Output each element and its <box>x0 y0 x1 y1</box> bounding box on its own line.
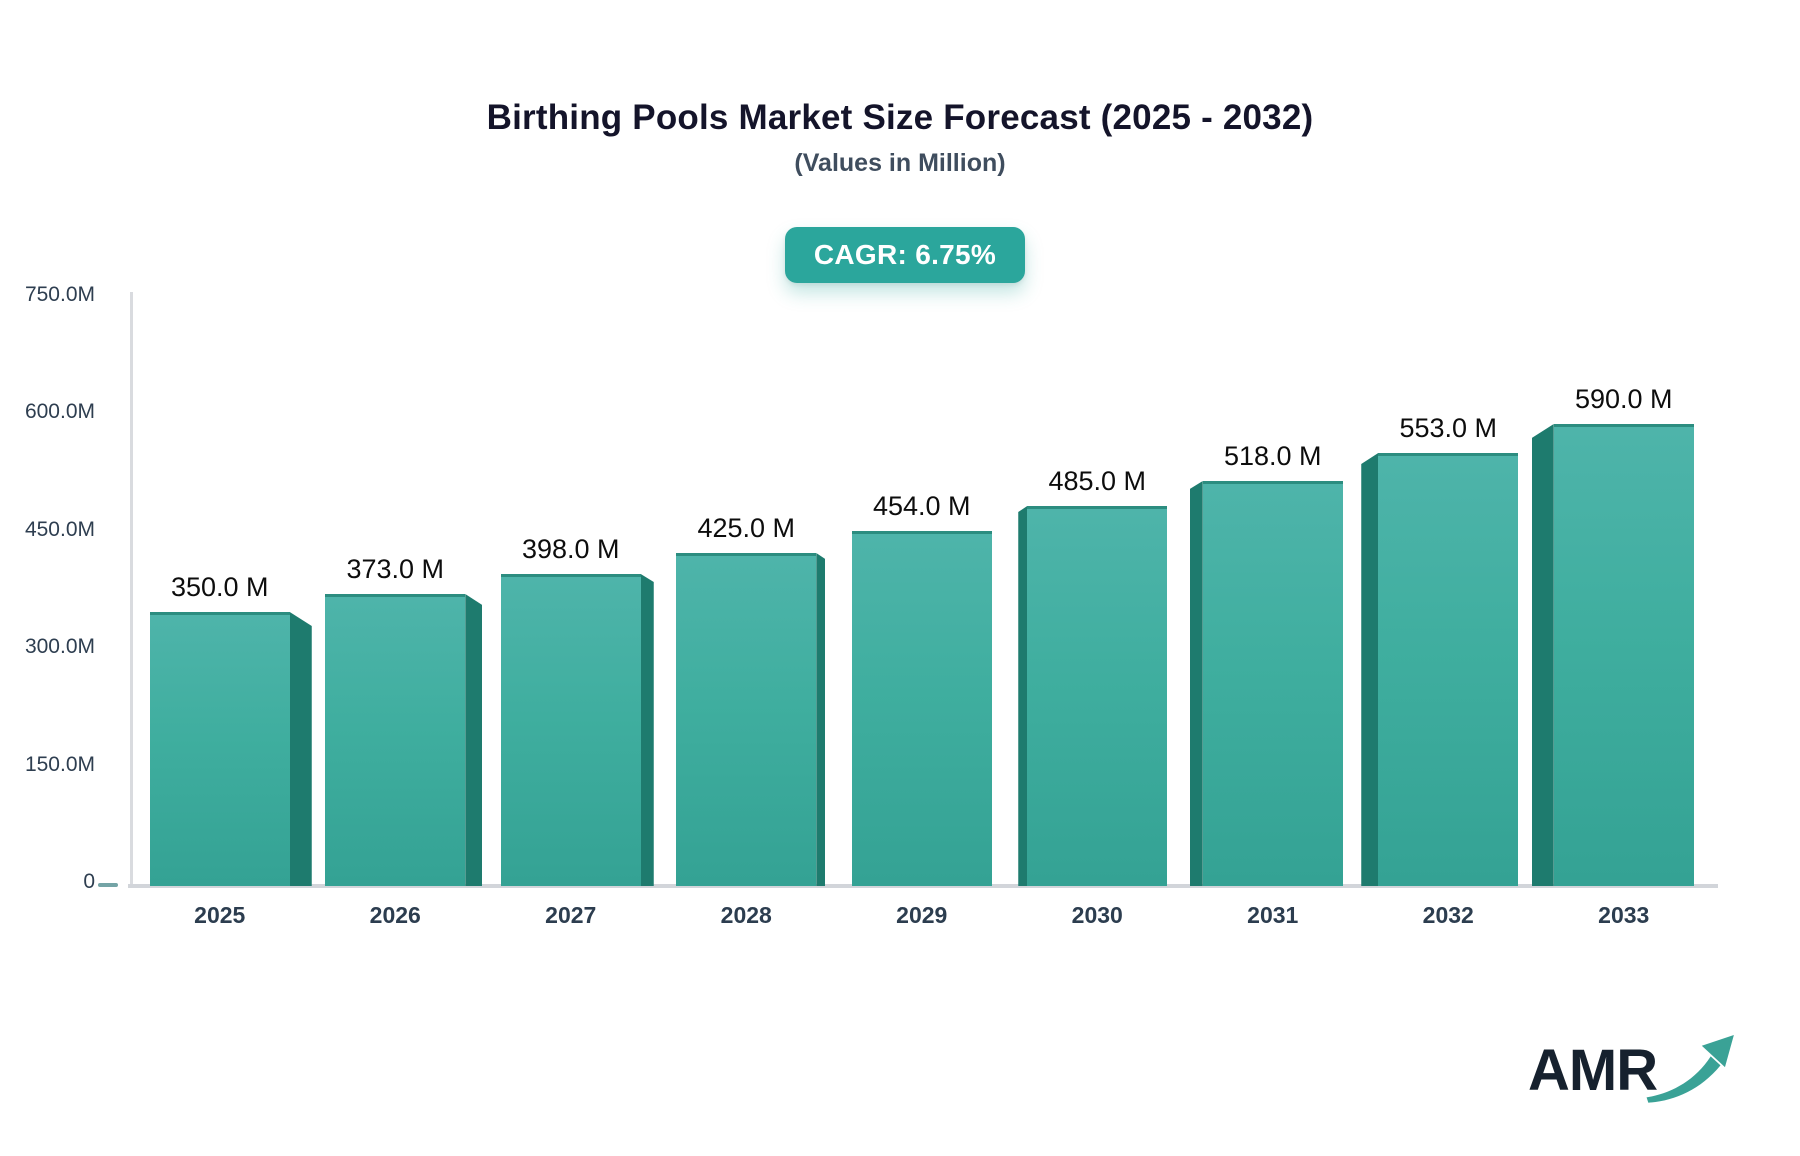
y-axis-tick-label: 600.0M <box>24 400 95 424</box>
bar-group-2026: 373.0 M <box>308 299 484 886</box>
bar-side-face <box>1531 424 1554 886</box>
bar-side-face <box>289 612 312 886</box>
bar-group-2027: 398.0 M <box>483 299 659 886</box>
bar-front-face <box>149 612 290 886</box>
bar-side-face <box>1189 481 1203 886</box>
x-axis-label-2028: 2028 <box>720 902 772 928</box>
y-axis-tick-label: 150.0M <box>24 752 95 776</box>
x-axis-label-2027: 2027 <box>545 902 597 928</box>
y-axis-tick-label: 0 <box>83 870 95 893</box>
bar-front-face <box>325 594 466 886</box>
bar-side-face <box>465 594 483 886</box>
cagr-badge: CAGR: 6.75% <box>785 227 1025 283</box>
bar-front-face <box>1553 424 1694 886</box>
bar-2027 <box>500 574 654 886</box>
bar-front-face <box>851 531 992 886</box>
y-axis-line <box>130 292 133 886</box>
chart-title: Birthing Pools Market Size Forecast (202… <box>486 98 1314 137</box>
bar-value-label-2030: 485.0 M <box>1048 466 1147 496</box>
growth-arrow-icon <box>1646 1035 1734 1103</box>
bar-value-label-2027: 398.0 M <box>521 534 620 564</box>
bar-2030 <box>1018 506 1168 886</box>
bar-group-2032: 553.0 M <box>1361 299 1537 886</box>
bar-group-2025: 350.0 M <box>132 299 312 886</box>
bar-value-label-2031: 518.0 M <box>1223 441 1322 471</box>
cagr-badge-label: CAGR: 6.75% <box>813 239 997 270</box>
bar-2033 <box>1531 424 1694 886</box>
x-axis-line <box>128 884 1718 888</box>
bar-group-2033: 590.0 M <box>1531 299 1712 886</box>
bar-side-face <box>1018 506 1028 886</box>
bar-2025 <box>149 612 312 886</box>
chart-subtitle: (Values in Million) <box>794 149 1006 177</box>
bar-group-2029: 454.0 M <box>834 299 1010 886</box>
bar-2028 <box>676 553 826 886</box>
bar-front-face <box>1027 506 1168 886</box>
amr-logo-text: AMR <box>1528 1038 1658 1103</box>
x-axis-labels: 2025 2026 2027 2028 2029 2030 2031 2032 2033 <box>132 902 1712 929</box>
x-axis-label-2033: 2033 <box>1598 902 1650 928</box>
bar-front-face <box>1378 453 1519 886</box>
x-axis-label-2031: 2031 <box>1247 902 1299 928</box>
bar-group-2030: 485.0 M <box>1010 299 1186 886</box>
amr-logo: AMR <box>1528 1032 1741 1110</box>
bar-side-face <box>1361 453 1379 886</box>
x-axis-label-2025: 2025 <box>194 902 246 928</box>
bar-2032 <box>1361 453 1519 886</box>
x-axis-label-2026: 2026 <box>369 902 421 928</box>
x-axis-label-2032: 2032 <box>1422 902 1474 928</box>
y-axis-tick-label: 450.0M <box>24 517 95 541</box>
bar-2031 <box>1189 481 1343 886</box>
bar-side-face <box>640 574 654 886</box>
y-axis-zero-tick <box>98 883 118 887</box>
bar-front-face <box>676 553 817 886</box>
bars-area: 350.0 M 373.0 M 398.0 M 425.0 M 454.0 M 485.0… <box>132 299 1712 886</box>
bar-value-label-2028: 425.0 M <box>697 513 796 543</box>
bar-value-label-2025: 350.0 M <box>170 572 269 602</box>
bar-front-face <box>1202 481 1343 886</box>
bar-value-label-2026: 373.0 M <box>346 554 445 584</box>
bar-value-label-2033: 590.0 M <box>1574 384 1673 414</box>
y-axis-tick-label: 300.0M <box>24 635 95 659</box>
bar-value-label-2032: 553.0 M <box>1399 413 1498 443</box>
x-axis-label-2029: 2029 <box>896 902 948 928</box>
bar-group-2031: 518.0 M <box>1185 299 1361 886</box>
bar-2026 <box>325 594 483 886</box>
bar-group-2028: 425.0 M <box>659 299 835 886</box>
bar-value-label-2029: 454.0 M <box>872 491 971 521</box>
bar-side-face <box>816 553 826 886</box>
x-axis-label-2030: 2030 <box>1071 902 1123 928</box>
bar-2029 <box>851 531 992 886</box>
y-axis-tick-label: 750.0M <box>24 283 95 306</box>
bar-front-face <box>500 574 641 886</box>
